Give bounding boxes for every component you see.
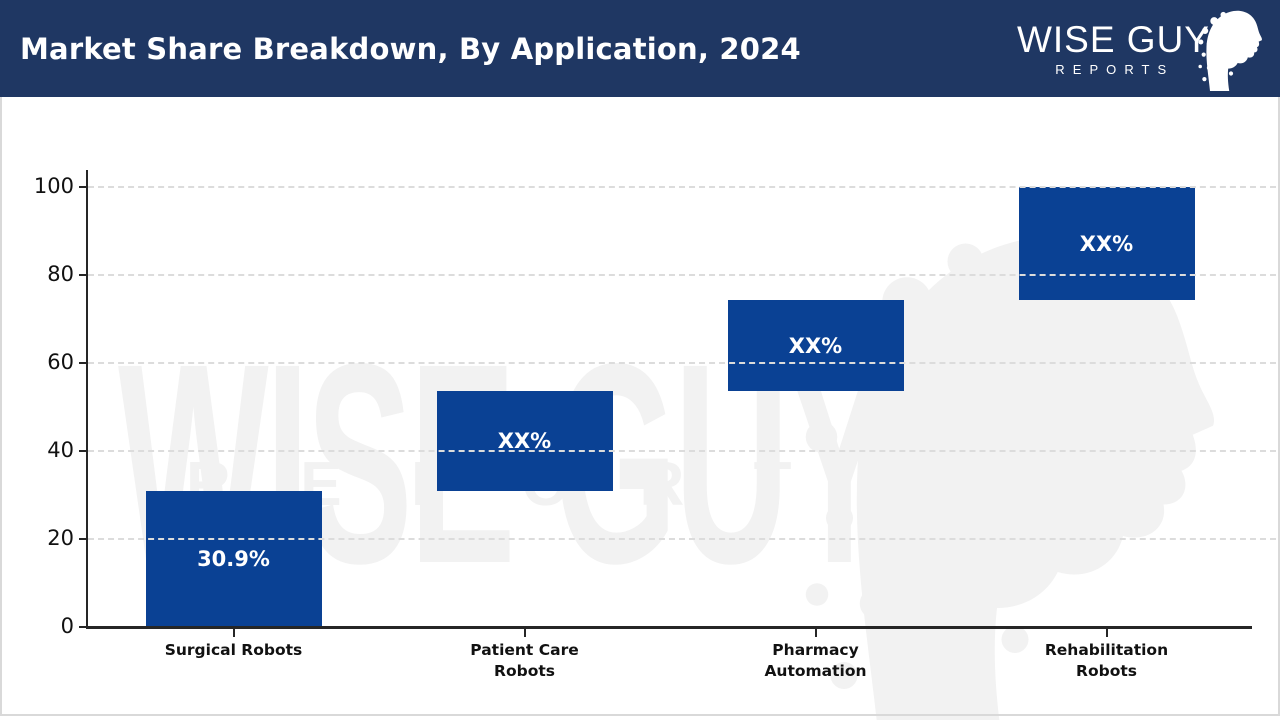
bar-segment: XX% xyxy=(1018,187,1195,301)
x-tick-mark xyxy=(814,629,817,637)
y-tick-label: 60 xyxy=(47,350,74,374)
y-tick-mark xyxy=(79,362,87,364)
bar-value-label: 30.9% xyxy=(197,547,270,571)
y-tick-label: 40 xyxy=(47,438,74,462)
bar-value-label: XX% xyxy=(1079,231,1134,256)
gridline xyxy=(88,362,1276,364)
chart-title: Market Share Breakdown, By Application, … xyxy=(20,31,801,66)
logo-face-icon xyxy=(1198,10,1262,91)
y-tick-mark xyxy=(79,274,87,276)
logo-wordmark-block: WISE GUY REPORTS xyxy=(1017,21,1210,77)
bar-segment: 30.9% xyxy=(145,491,322,627)
y-tick-mark xyxy=(79,538,87,540)
bar-value-label: XX% xyxy=(788,333,843,358)
logo-subtext: REPORTS xyxy=(1055,62,1175,77)
bar-segment: XX% xyxy=(727,300,904,392)
y-axis xyxy=(86,170,88,629)
y-tick-mark xyxy=(79,186,87,188)
gridline xyxy=(88,186,1276,188)
x-category-label: Rehabilitation Robots xyxy=(1044,641,1169,680)
gridline xyxy=(88,538,1276,540)
x-category-label: Surgical Robots xyxy=(164,641,303,659)
bar-segment: XX% xyxy=(436,391,613,492)
logo-wordmark: WISE GUY xyxy=(1016,19,1210,60)
y-tick-label: 80 xyxy=(47,262,74,286)
y-tick-label: 20 xyxy=(47,526,74,550)
bar-value-label: XX% xyxy=(497,429,552,454)
x-category-label: Pharmacy Automation xyxy=(764,641,867,680)
gridline xyxy=(88,274,1276,276)
header: Market Share Breakdown, By Application, … xyxy=(0,0,1280,97)
x-tick-mark xyxy=(523,629,526,637)
y-tick-label: 100 xyxy=(33,174,74,198)
x-tick-mark xyxy=(232,629,235,637)
x-tick-mark xyxy=(1105,629,1108,637)
x-category-label: Patient Care Robots xyxy=(470,641,579,680)
x-axis xyxy=(86,626,1252,629)
brand-logo: WISE GUY REPORTS xyxy=(1017,6,1266,92)
gridline xyxy=(88,450,1276,452)
y-tick-mark xyxy=(79,450,87,452)
y-tick-label: 0 xyxy=(60,614,74,638)
y-tick-mark xyxy=(79,626,87,628)
